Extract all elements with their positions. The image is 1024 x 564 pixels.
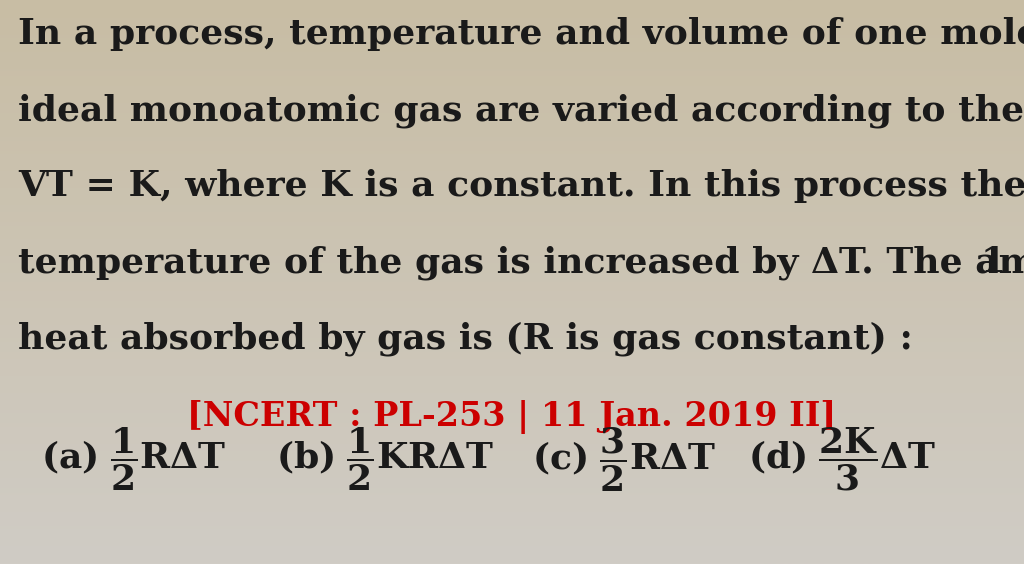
Text: 1: 1 bbox=[980, 245, 1006, 279]
Text: VT = K, where K is a constant. In this process the: VT = K, where K is a constant. In this p… bbox=[18, 169, 1024, 203]
Text: ideal monoatomic gas are varied according to the relation: ideal monoatomic gas are varied accordin… bbox=[18, 93, 1024, 127]
Text: In a process, temperature and volume of one mole of an: In a process, temperature and volume of … bbox=[18, 17, 1024, 51]
Text: [NCERT : PL-253 | 11 Jan. 2019 II]: [NCERT : PL-253 | 11 Jan. 2019 II] bbox=[187, 400, 837, 434]
Text: $\mathbf{(d)\ \dfrac{2K}{3}\Delta T}$: $\mathbf{(d)\ \dfrac{2K}{3}\Delta T}$ bbox=[748, 426, 936, 494]
Text: $\mathbf{(a)\ \dfrac{1}{2}R\Delta T}$: $\mathbf{(a)\ \dfrac{1}{2}R\Delta T}$ bbox=[41, 426, 226, 494]
Text: temperature of the gas is increased by ΔT. The amount of: temperature of the gas is increased by Δ… bbox=[18, 245, 1024, 280]
Text: $\mathbf{(c)\ \dfrac{3}{2}R\Delta T}$: $\mathbf{(c)\ \dfrac{3}{2}R\Delta T}$ bbox=[532, 425, 716, 494]
Text: heat absorbed by gas is (R is gas constant) :: heat absorbed by gas is (R is gas consta… bbox=[18, 321, 913, 356]
Text: $\mathbf{(b)\ \dfrac{1}{2}KR\Delta T}$: $\mathbf{(b)\ \dfrac{1}{2}KR\Delta T}$ bbox=[276, 426, 495, 494]
